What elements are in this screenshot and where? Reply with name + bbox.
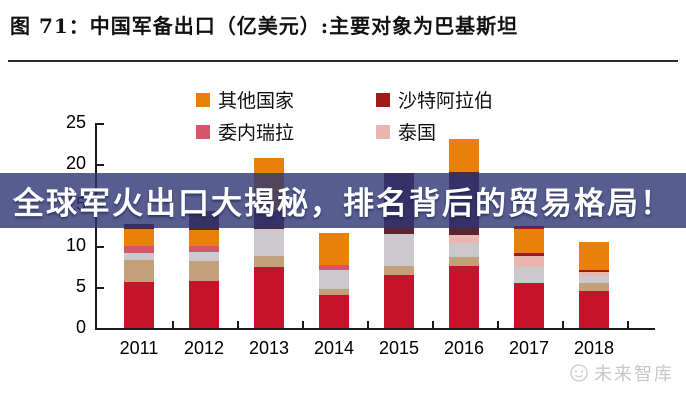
x-tick-label: 2013 <box>248 338 290 358</box>
bar-segment-2011-gray <box>124 253 154 260</box>
bar-segment-2015-tan <box>384 265 414 275</box>
x-axis-tick <box>171 321 174 328</box>
x-axis-tick <box>301 321 304 328</box>
bar-segment-2012-red <box>189 281 219 328</box>
y-tick-label: 25 <box>65 112 86 132</box>
x-axis-line <box>95 328 655 330</box>
watermark-text: 未来智库 <box>594 364 674 385</box>
x-tick-label: 2018 <box>573 338 615 358</box>
legend-label: 委内瑞拉 <box>218 122 295 144</box>
x-tick-label: 2014 <box>313 338 355 358</box>
bar-segment-2018-tan <box>579 282 609 292</box>
bar-segment-2014-orange <box>319 232 349 265</box>
y-axis-tick <box>97 246 104 248</box>
watermark: 未来智库 <box>569 360 674 386</box>
x-tick-label: 2017 <box>508 338 550 358</box>
bar-segment-2017-gray <box>514 267 544 283</box>
x-axis-tick <box>236 321 239 328</box>
legend-swatch-icon <box>376 124 390 139</box>
y-tick-label: 20 <box>65 153 86 173</box>
bar-segment-2014-tan <box>319 289 349 296</box>
x-axis-tick <box>561 321 564 328</box>
bar-segment-2012-venezuela_rose <box>189 246 219 252</box>
x-tick-label: 2016 <box>443 338 485 358</box>
legend-item-1: 沙特阿拉伯 <box>376 86 493 113</box>
x-axis-tick <box>431 321 434 328</box>
watermark-logo-icon <box>569 363 589 383</box>
bar-segment-2018-orange <box>579 241 609 270</box>
bar-segment-2016-tan <box>449 257 479 266</box>
bar-segment-2015-red <box>384 274 414 328</box>
bar-segment-2017-red <box>514 282 544 328</box>
bar-segment-2014-red <box>319 295 349 328</box>
bar-segment-2015-gray <box>384 233 414 266</box>
bar-segment-2016-red <box>449 265 479 328</box>
x-axis-tick <box>496 321 499 328</box>
legend-swatch-icon <box>196 124 210 139</box>
bar-segment-2012-orange <box>189 229 219 246</box>
legend-swatch-icon <box>376 92 390 107</box>
legend-label: 泰国 <box>398 122 437 144</box>
bar-segment-2018-saudi_red <box>579 269 609 273</box>
bar-segment-2014-gray <box>319 269 349 290</box>
bar-segment-2013-gray <box>254 228 284 256</box>
bar-segment-2011-orange <box>124 228 154 246</box>
figure-title: 图 71：中国军备出口（亿美元）:主要对象为巴基斯坦 <box>10 14 519 38</box>
legend-swatch-icon <box>196 92 210 107</box>
overlay-banner: 全球军火出口大揭秘，排名背后的贸易格局！ <box>0 173 686 228</box>
bar-segment-2016-gray <box>449 242 479 258</box>
bar-segment-2016-thai_pink <box>449 235 479 243</box>
bar-segment-2017-thai_pink <box>514 255 544 268</box>
legend-label: 其他国家 <box>218 90 295 112</box>
legend-item-2: 委内瑞拉 <box>196 118 376 145</box>
bar-segment-2014-venezuela_rose <box>319 264 349 270</box>
x-tick-label: 2012 <box>183 338 225 358</box>
bar-segment-2011-tan <box>124 259 154 283</box>
bar-segment-2018-gray <box>579 276 609 283</box>
bar-segment-2018-thai_pink <box>579 272 609 277</box>
x-tick-label: 2015 <box>378 338 420 358</box>
bar-segment-2013-tan <box>254 255 284 268</box>
overlay-text: 全球军火出口大揭秘，排名背后的贸易格局！ <box>13 186 673 222</box>
y-axis-tick <box>97 164 104 166</box>
bar-segment-2018-red <box>579 291 609 328</box>
chart-legend: 其他国家 沙特阿拉伯委内瑞拉 泰国 <box>196 86 493 145</box>
y-tick-label: 10 <box>65 235 86 255</box>
bar-segment-2017-saudi_red <box>514 252 544 256</box>
x-axis-tick <box>626 321 629 328</box>
bar-segment-2012-tan <box>189 260 219 282</box>
x-tick-label: 2011 <box>119 338 159 358</box>
bar-segment-2016-orange <box>449 139 479 173</box>
y-axis-tick <box>97 328 104 330</box>
y-tick-label: 5 <box>75 276 86 296</box>
legend-label: 沙特阿拉伯 <box>398 90 494 112</box>
bar-segment-2011-red <box>124 282 154 328</box>
y-axis-tick <box>97 123 104 125</box>
legend-item-3: 泰国 <box>376 118 493 145</box>
bar-segment-2011-venezuela_rose <box>124 246 154 254</box>
x-axis-tick <box>366 321 369 328</box>
bar-segment-2012-gray <box>189 251 219 261</box>
legend-item-0: 其他国家 <box>196 86 376 113</box>
title-divider <box>8 60 678 62</box>
y-axis-tick <box>97 287 104 289</box>
bar-segment-2013-red <box>254 267 284 328</box>
bar-segment-2017-orange <box>514 228 544 253</box>
y-tick-label: 0 <box>75 317 86 337</box>
